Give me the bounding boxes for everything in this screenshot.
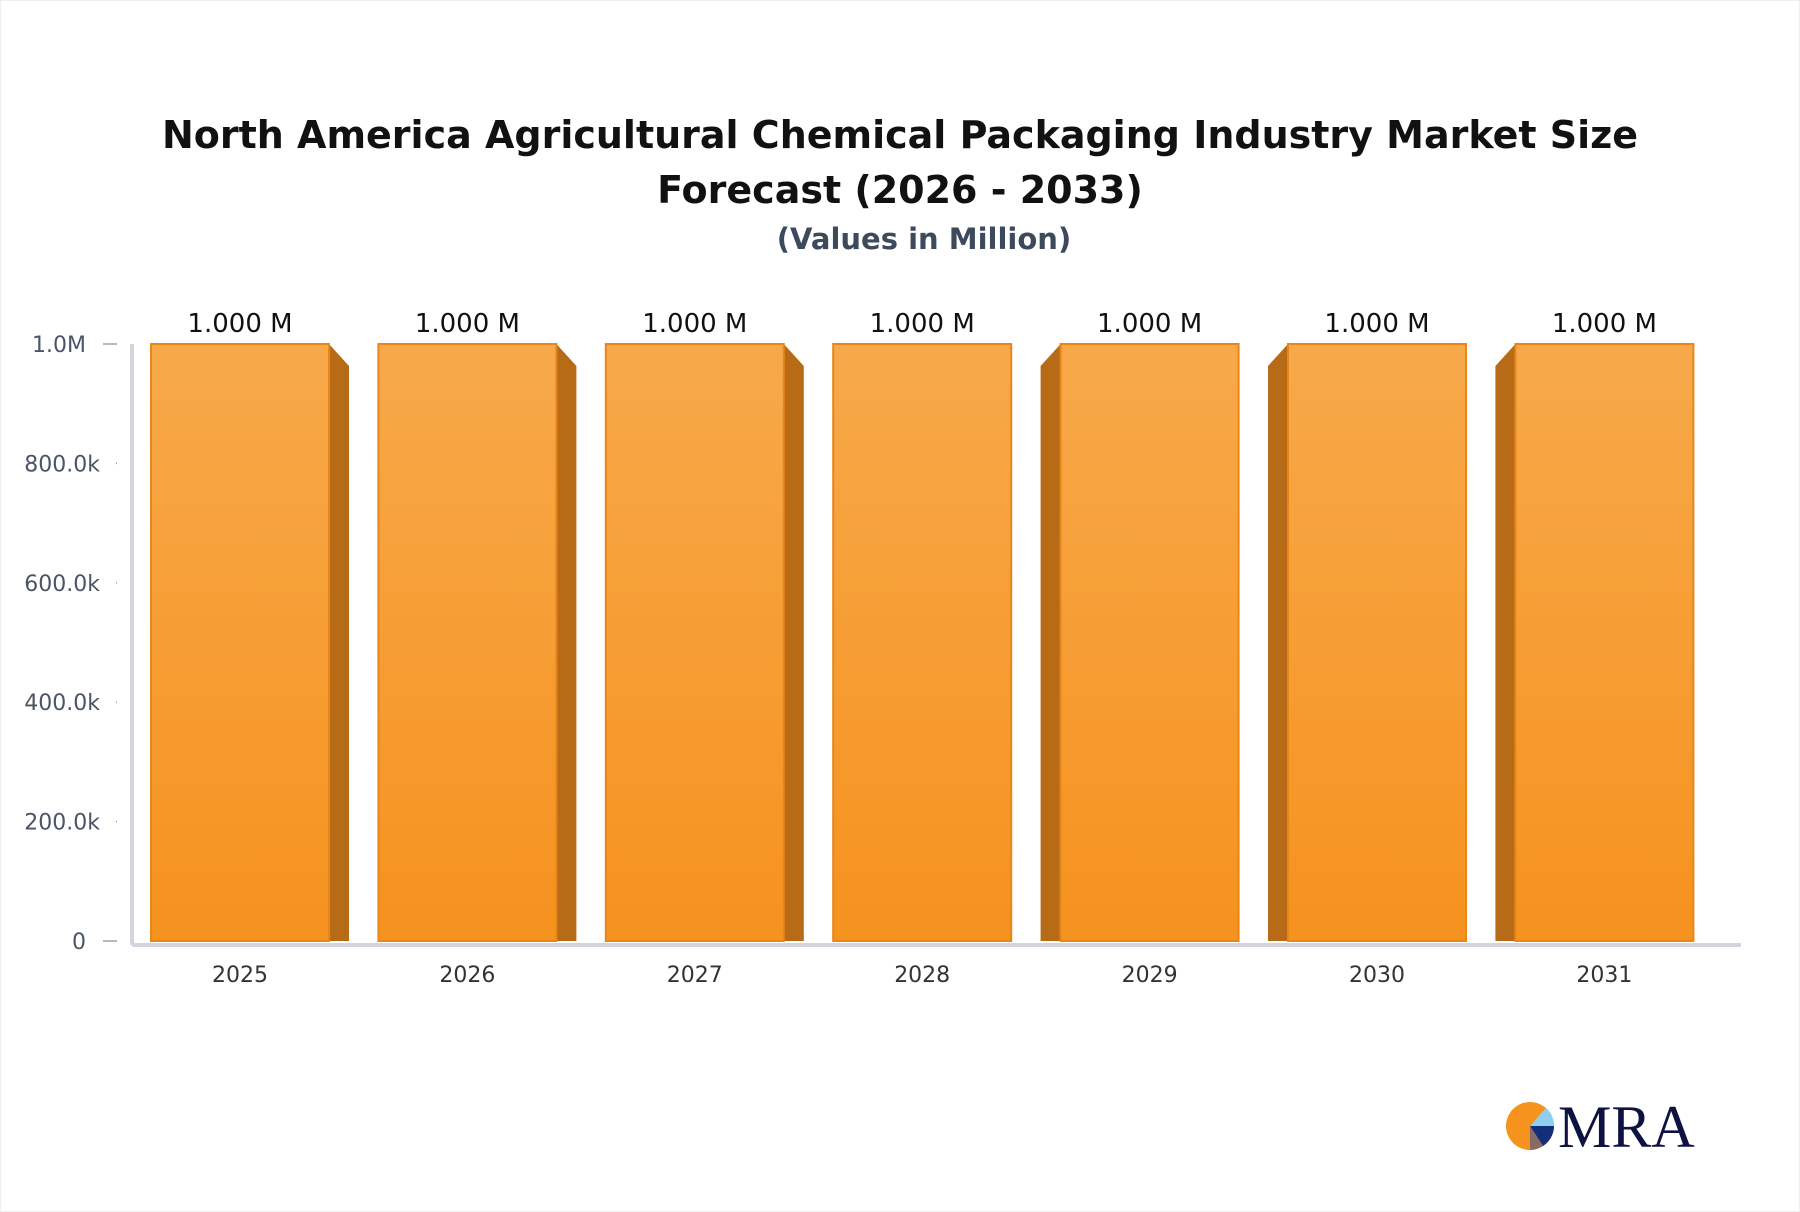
bar-side xyxy=(1495,344,1516,941)
bar-side xyxy=(329,344,349,941)
chart-subtitle: (Values in Million) xyxy=(776,222,1072,256)
data-label: 1.000 M xyxy=(1097,309,1202,339)
bar xyxy=(1287,343,1467,942)
bar xyxy=(604,343,785,942)
y-tick-label: 200.0k xyxy=(24,811,100,836)
x-tick-label: 2029 xyxy=(1122,963,1178,988)
x-tick-label: 2028 xyxy=(894,963,950,988)
bar xyxy=(1514,343,1695,942)
y-tick-label: 1.0M xyxy=(32,333,86,358)
data-label: 1.000 M xyxy=(1324,309,1429,339)
y-tick-label: 600.0k xyxy=(24,572,100,597)
x-tick-label: 2031 xyxy=(1576,963,1632,988)
bar-side xyxy=(1268,344,1288,941)
bar xyxy=(377,343,558,942)
data-label: 1.000 M xyxy=(415,309,520,339)
bar-side xyxy=(783,344,804,941)
x-tick-label: 2030 xyxy=(1349,963,1405,988)
bar-group: 1.000 M 2030 xyxy=(1268,309,1467,988)
data-label: 1.000 M xyxy=(642,309,747,339)
bar-side xyxy=(556,344,577,941)
bar-group: 1.000 M 2026 xyxy=(377,309,577,988)
bar-side xyxy=(1040,344,1061,941)
x-tick-label: 2026 xyxy=(439,963,495,988)
bar-group: 1.000 M 2029 xyxy=(1040,309,1240,988)
bar xyxy=(832,343,1013,942)
y-tick-label: 800.0k xyxy=(24,452,100,477)
logo-text: MRA xyxy=(1558,1094,1695,1160)
bar xyxy=(150,343,330,942)
bar-group: 1.000 M 2028 xyxy=(832,309,1013,988)
mra-logo: MRA xyxy=(1506,1094,1695,1160)
data-label: 1.000 M xyxy=(187,309,292,339)
bar xyxy=(1059,343,1240,942)
x-tick-label: 2027 xyxy=(667,963,723,988)
chart-title: North America Agricultural Chemical Pack… xyxy=(161,113,1639,212)
bar-group: 1.000 M 2031 xyxy=(1495,309,1695,988)
y-tick-label: 0 xyxy=(72,930,86,955)
data-label: 1.000 M xyxy=(1552,309,1657,339)
data-label: 1.000 M xyxy=(870,309,975,339)
bar-group: 1.000 M 2027 xyxy=(604,309,804,988)
y-tick-label: 400.0k xyxy=(24,691,100,716)
x-tick-label: 2025 xyxy=(212,963,268,988)
bar-group: 1.000 M 2025 xyxy=(150,309,349,988)
